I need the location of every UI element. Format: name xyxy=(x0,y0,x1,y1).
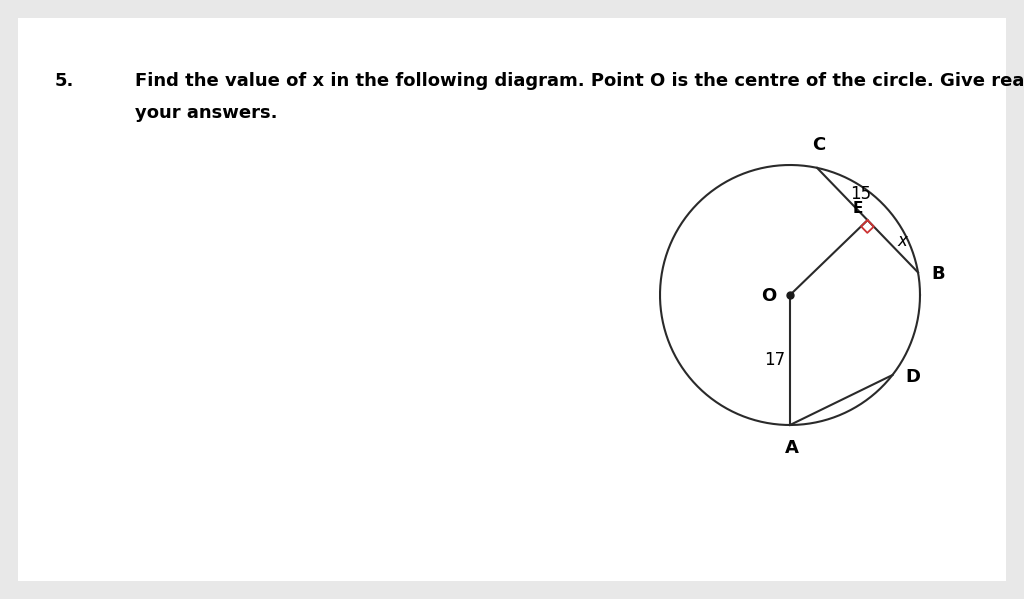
Text: x: x xyxy=(898,232,907,250)
Text: D: D xyxy=(905,368,921,386)
Text: E: E xyxy=(852,201,862,216)
Text: 17: 17 xyxy=(764,351,785,369)
Text: O: O xyxy=(761,287,776,305)
Text: 15: 15 xyxy=(850,185,871,203)
Text: Find the value of x in the following diagram. Point O is the centre of the circl: Find the value of x in the following dia… xyxy=(135,72,1024,90)
Text: your answers.: your answers. xyxy=(135,104,278,122)
Text: A: A xyxy=(785,439,799,457)
Text: C: C xyxy=(812,136,825,154)
Text: B: B xyxy=(931,265,945,283)
Text: 5.: 5. xyxy=(55,72,75,90)
